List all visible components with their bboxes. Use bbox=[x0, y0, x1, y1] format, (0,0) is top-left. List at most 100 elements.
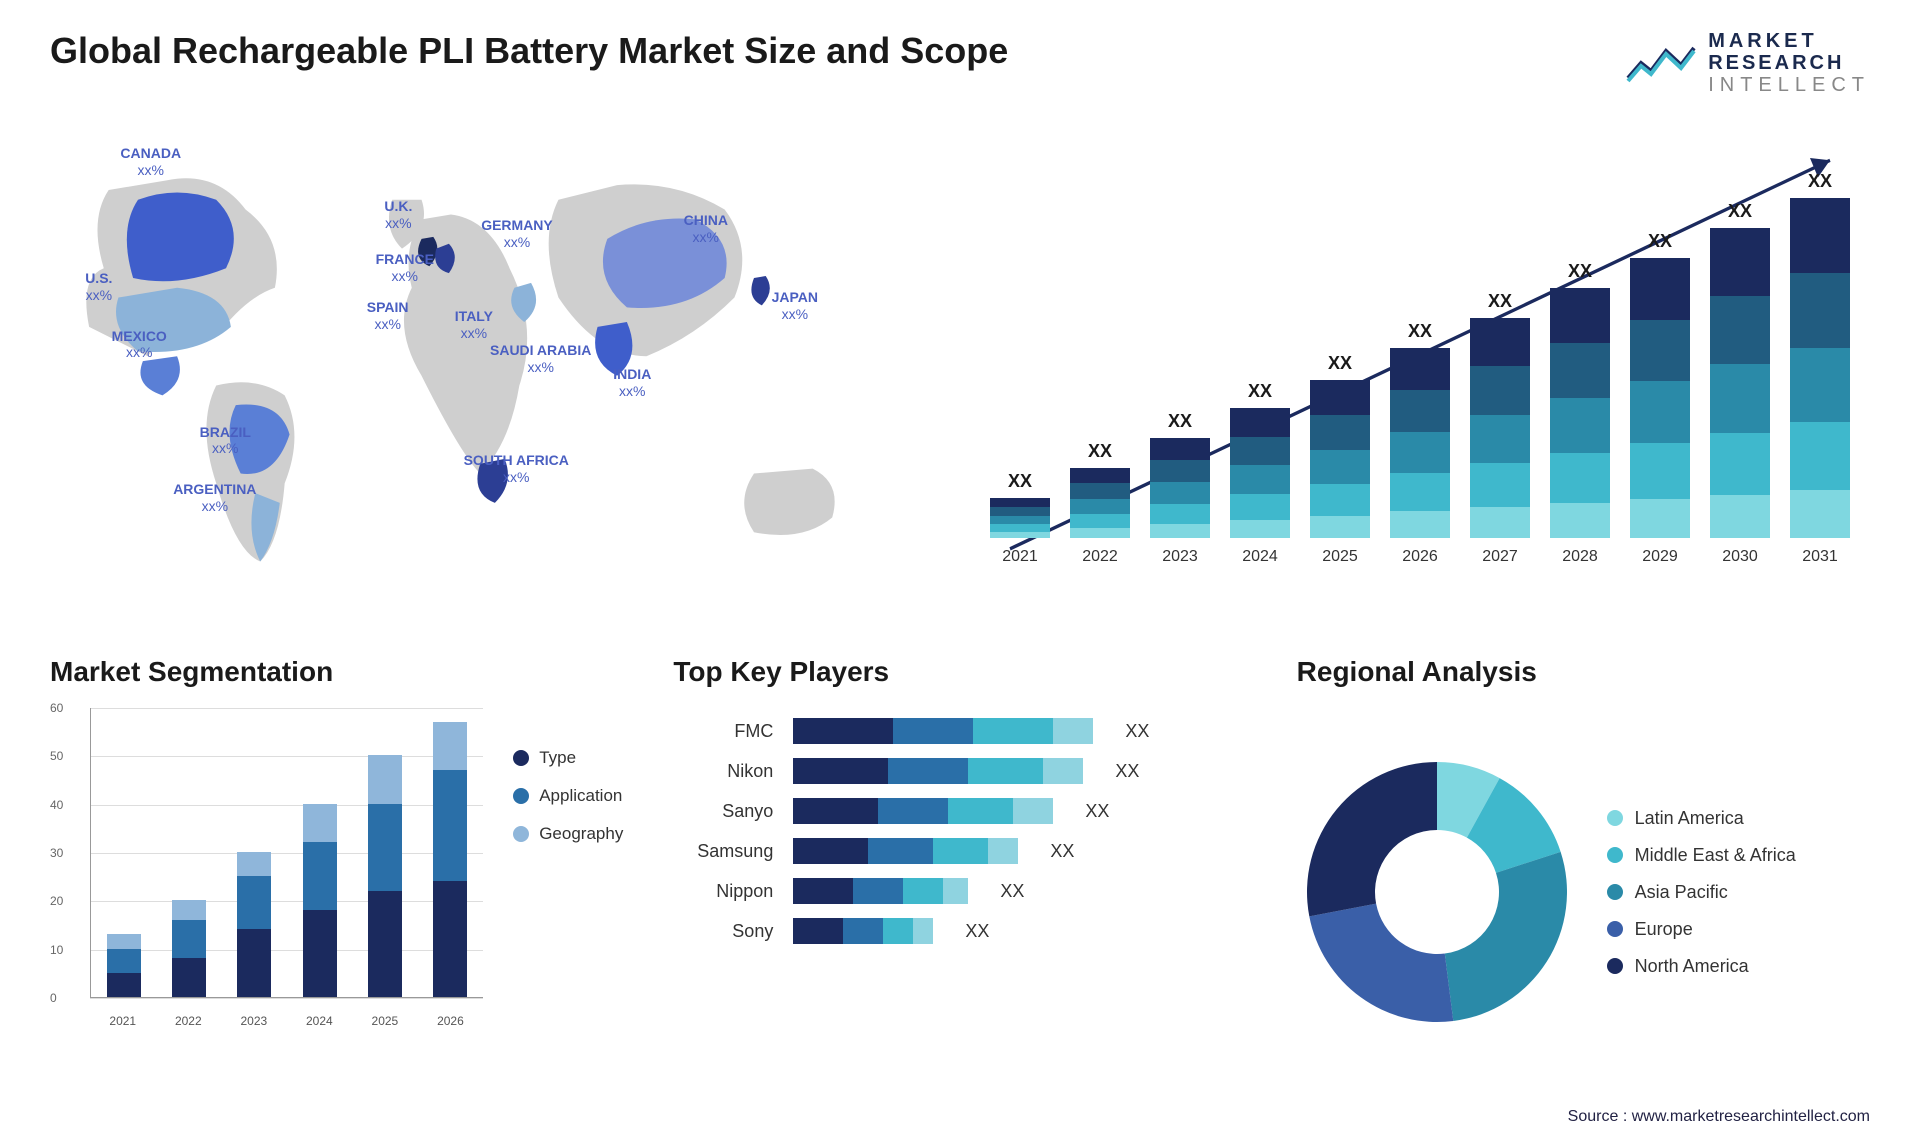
seg-legend-label: Geography bbox=[539, 824, 623, 844]
kp-seg bbox=[793, 718, 893, 744]
kp-row-nikon: Nikon XX bbox=[673, 758, 1246, 784]
reg-legend-label: Asia Pacific bbox=[1635, 882, 1728, 903]
kp-seg bbox=[988, 838, 1018, 864]
growth-bar bbox=[1710, 228, 1770, 538]
growth-toplabel: XX bbox=[1488, 291, 1512, 312]
growth-seg bbox=[1150, 460, 1210, 482]
kp-value: XX bbox=[1115, 761, 1139, 782]
kp-row-nippon: NipponXX bbox=[673, 878, 1246, 904]
reg-legend-label: Europe bbox=[1635, 919, 1693, 940]
growth-year-label: 2028 bbox=[1562, 548, 1598, 566]
growth-seg bbox=[1710, 364, 1770, 432]
growth-seg bbox=[1310, 516, 1370, 538]
kp-seg bbox=[973, 718, 1053, 744]
seg-stack bbox=[172, 920, 206, 959]
seg-stack bbox=[303, 804, 337, 843]
growth-seg bbox=[1070, 499, 1130, 514]
kp-row-sanyo: SanyoXX bbox=[673, 798, 1246, 824]
growth-year-label: 2025 bbox=[1322, 548, 1358, 566]
growth-seg bbox=[1630, 320, 1690, 382]
map-label-japan: JAPANxx% bbox=[772, 289, 818, 323]
growth-seg bbox=[1630, 258, 1690, 320]
growth-col-2021: XX2021 bbox=[985, 471, 1055, 566]
segmentation-chart: 0102030405060 202120222023202420252026 bbox=[50, 708, 483, 1028]
growth-seg bbox=[1790, 198, 1850, 273]
seg-col-2025 bbox=[368, 755, 402, 997]
kp-bar bbox=[793, 758, 1083, 784]
growth-toplabel: XX bbox=[1408, 321, 1432, 342]
growth-col-2023: XX 2023 bbox=[1145, 411, 1215, 566]
map-label-argentina: ARGENTINAxx% bbox=[173, 481, 256, 515]
seg-stack bbox=[107, 949, 141, 973]
seg-stack bbox=[368, 804, 402, 891]
growth-seg bbox=[1230, 465, 1290, 494]
segmentation-panel: Market Segmentation 0102030405060 202120… bbox=[50, 656, 623, 1076]
growth-col-2026: XX2026 bbox=[1385, 321, 1455, 566]
reg-legend-label: Middle East & Africa bbox=[1635, 845, 1796, 866]
seg-stack bbox=[368, 755, 402, 803]
growth-col-2030: XX2030 bbox=[1705, 201, 1775, 566]
growth-seg bbox=[1710, 433, 1770, 495]
growth-toplabel: XX bbox=[1008, 471, 1032, 492]
seg-stack bbox=[433, 770, 467, 881]
kp-seg bbox=[893, 718, 973, 744]
growth-toplabel: XX bbox=[1168, 411, 1192, 432]
swatch-icon bbox=[513, 788, 529, 804]
growth-bar bbox=[1070, 468, 1130, 538]
growth-seg bbox=[1230, 520, 1290, 538]
growth-seg bbox=[1230, 408, 1290, 437]
header: Global Rechargeable PLI Battery Market S… bbox=[50, 30, 1870, 96]
map-label-italy: ITALYxx% bbox=[455, 308, 493, 342]
growth-seg bbox=[990, 532, 1050, 538]
reg-legend-item: Asia Pacific bbox=[1607, 882, 1796, 903]
map-label-u.k.: U.K.xx% bbox=[384, 198, 412, 232]
growth-seg bbox=[1470, 415, 1530, 463]
growth-seg bbox=[1470, 507, 1530, 538]
logo: MARKET RESEARCH INTELLECT bbox=[1626, 30, 1870, 96]
map-label-south-africa: SOUTH AFRICAxx% bbox=[464, 452, 569, 486]
growth-col-2029: XX2029 bbox=[1625, 231, 1695, 566]
kp-label: Nikon bbox=[673, 761, 773, 782]
reg-legend-item: North America bbox=[1607, 956, 1796, 977]
growth-seg bbox=[1150, 504, 1210, 524]
growth-seg bbox=[1790, 490, 1850, 538]
seg-col-2022 bbox=[172, 900, 206, 997]
seg-legend-item: Type bbox=[513, 748, 623, 768]
kp-label: Nippon bbox=[673, 881, 773, 902]
growth-col-2031: XX2031 bbox=[1785, 171, 1855, 566]
seg-xlabel: 2026 bbox=[437, 1014, 464, 1028]
growth-seg bbox=[1550, 453, 1610, 503]
map-label-china: CHINAxx% bbox=[684, 212, 728, 246]
kp-label: Samsung bbox=[673, 841, 773, 862]
kp-value: XX bbox=[1085, 801, 1109, 822]
seg-xlabel: 2021 bbox=[109, 1014, 136, 1028]
kp-seg bbox=[793, 758, 888, 784]
growth-seg bbox=[1470, 366, 1530, 414]
map-label-france: FRANCExx% bbox=[376, 251, 434, 285]
kp-seg bbox=[903, 878, 943, 904]
kp-value: XX bbox=[1125, 721, 1149, 742]
growth-seg bbox=[1550, 343, 1610, 398]
map-label-spain: SPAINxx% bbox=[367, 299, 409, 333]
kp-seg bbox=[843, 918, 883, 944]
key-players-chart: FMCXXNikonXXSanyoXXSamsungXXNipponXXSony… bbox=[673, 708, 1246, 1076]
top-row: CANADAxx%U.S.xx%MEXICOxx%BRAZILxx%ARGENT… bbox=[50, 126, 1870, 606]
seg-stack bbox=[172, 900, 206, 919]
growth-seg bbox=[990, 498, 1050, 507]
growth-seg bbox=[1390, 390, 1450, 432]
growth-seg bbox=[1310, 415, 1370, 450]
seg-xlabel: 2024 bbox=[306, 1014, 333, 1028]
growth-seg bbox=[1310, 380, 1370, 415]
source-text: Source : www.marketresearchintellect.com bbox=[1568, 1108, 1870, 1126]
seg-legend-label: Type bbox=[539, 748, 576, 768]
growth-year-label: 2029 bbox=[1642, 548, 1678, 566]
donut-slice-europe bbox=[1309, 904, 1453, 1022]
growth-seg bbox=[1390, 432, 1450, 474]
seg-stack bbox=[303, 910, 337, 997]
seg-col-2026 bbox=[433, 722, 467, 997]
donut-slice-asia-pacific bbox=[1444, 852, 1566, 1021]
growth-toplabel: XX bbox=[1808, 171, 1832, 192]
growth-seg bbox=[1390, 511, 1450, 538]
growth-year-label: 2023 bbox=[1162, 548, 1198, 566]
growth-seg bbox=[1150, 524, 1210, 538]
